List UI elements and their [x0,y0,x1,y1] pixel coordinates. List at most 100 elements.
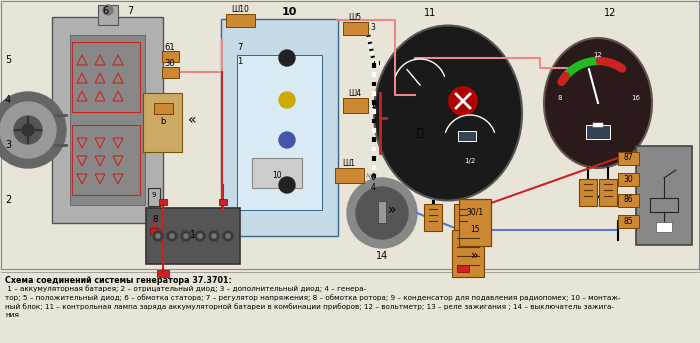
FancyBboxPatch shape [225,13,255,26]
Text: 14: 14 [376,251,388,261]
Text: Ш5: Ш5 [349,13,362,23]
Text: 7: 7 [127,6,133,16]
Ellipse shape [544,38,652,168]
Text: 15: 15 [470,225,480,235]
Circle shape [347,178,417,248]
Text: 61: 61 [164,43,175,51]
Bar [159,199,167,205]
FancyBboxPatch shape [424,204,442,231]
Text: 3: 3 [370,24,375,33]
Text: 9: 9 [152,192,156,198]
Bar [150,228,158,234]
Text: 1: 1 [190,230,196,240]
Text: 86: 86 [623,196,633,204]
Circle shape [167,231,177,241]
Text: 4: 4 [5,95,11,105]
FancyBboxPatch shape [459,199,491,246]
Text: 🔧: 🔧 [416,128,424,138]
FancyBboxPatch shape [342,22,368,35]
Circle shape [156,234,160,238]
Bar [72,42,140,112]
Bar [70,35,145,205]
Text: 2: 2 [5,195,11,205]
Text: b: b [160,118,166,127]
Text: 85: 85 [623,216,633,225]
Text: тор; 5 – положительный диод; 6 – обмотка статора; 7 – регулятор напряжения; 8 – : тор; 5 – положительный диод; 6 – обмотка… [5,294,621,301]
Bar [157,270,169,277]
Bar [378,201,386,223]
FancyBboxPatch shape [617,193,638,206]
Circle shape [181,231,191,241]
Bar [98,5,118,25]
Circle shape [184,234,188,238]
Circle shape [195,231,205,241]
Circle shape [279,132,295,148]
Circle shape [226,234,230,238]
FancyBboxPatch shape [579,179,597,206]
Text: «: « [188,113,196,127]
Circle shape [103,5,113,15]
FancyBboxPatch shape [221,19,338,236]
Text: Ш4: Ш4 [349,88,362,97]
Circle shape [451,89,475,113]
Bar [252,158,302,188]
Text: 1: 1 [237,58,243,67]
FancyBboxPatch shape [617,173,638,186]
Text: 7: 7 [237,44,243,52]
Bar [458,131,476,141]
FancyBboxPatch shape [454,204,472,231]
Circle shape [212,234,216,238]
Text: 10: 10 [282,7,298,17]
Text: 1/2: 1/2 [464,158,475,164]
Bar [72,125,140,195]
Circle shape [170,234,174,238]
Circle shape [356,187,408,239]
FancyBboxPatch shape [162,67,178,78]
Text: 8: 8 [558,95,562,101]
Circle shape [279,50,295,66]
Text: 87: 87 [623,154,633,163]
Circle shape [209,231,219,241]
Bar [593,123,603,127]
Bar [148,188,160,206]
Text: 12: 12 [604,8,616,18]
Text: 30/1: 30/1 [466,208,484,216]
Text: 4: 4 [370,184,375,192]
Text: ный блок; 11 – контрольная лампа заряда аккумуляторной батареи в комбинации приб: ный блок; 11 – контрольная лампа заряда … [5,303,614,310]
Circle shape [223,231,233,241]
Circle shape [279,177,295,193]
Circle shape [22,124,34,136]
FancyBboxPatch shape [617,214,638,227]
Bar [656,222,672,232]
Text: 30: 30 [623,175,633,184]
FancyBboxPatch shape [153,103,172,114]
FancyBboxPatch shape [452,230,484,277]
FancyBboxPatch shape [617,152,638,165]
Bar [650,198,678,212]
Text: 11: 11 [424,8,436,18]
Text: 6: 6 [370,174,375,182]
Circle shape [0,92,66,168]
Circle shape [0,102,56,158]
FancyBboxPatch shape [342,97,368,113]
Bar [457,265,469,272]
Text: 8: 8 [153,215,158,225]
FancyBboxPatch shape [146,208,240,264]
Circle shape [279,92,295,108]
Circle shape [449,87,477,115]
Text: 5: 5 [5,55,11,65]
Text: Ш10: Ш10 [231,5,249,14]
Text: 10: 10 [272,170,282,179]
FancyBboxPatch shape [143,93,182,152]
FancyBboxPatch shape [599,179,617,206]
Text: 30: 30 [164,59,175,68]
FancyBboxPatch shape [636,146,692,245]
Text: 1: 1 [370,100,375,109]
Text: »: » [471,248,479,261]
Text: Схема соединений системы генератора 37.3701:: Схема соединений системы генератора 37.3… [5,276,232,285]
Bar [237,55,322,210]
Ellipse shape [374,25,522,201]
FancyBboxPatch shape [52,17,163,223]
Bar [219,199,227,205]
Text: 3: 3 [5,140,11,150]
